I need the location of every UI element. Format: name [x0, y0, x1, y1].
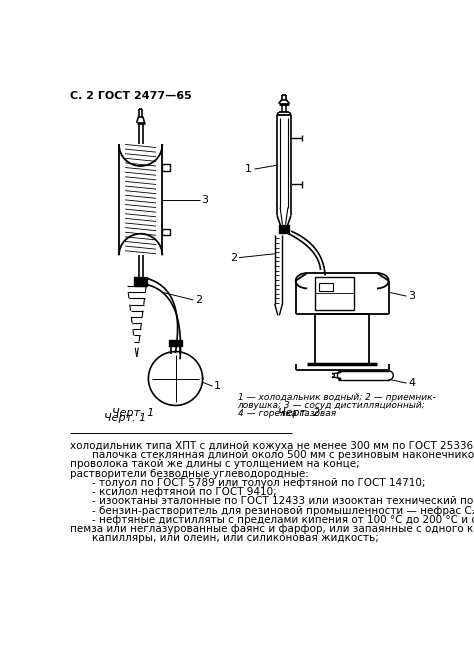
Text: 2: 2: [230, 252, 237, 262]
Text: 3: 3: [408, 291, 415, 301]
Text: 1: 1: [245, 164, 251, 174]
Bar: [315, 314, 369, 364]
Text: С. 2 ГОСТ 2477—65: С. 2 ГОСТ 2477—65: [70, 91, 192, 101]
Text: проволока такой же длины с утолщением на конце;: проволока такой же длины с утолщением на…: [70, 460, 360, 469]
Bar: [315, 277, 354, 310]
Bar: [319, 283, 333, 291]
Bar: [279, 225, 289, 233]
Text: холодильник типа ХПТ с длиной кожуха не менее 300 мм по ГОСТ 25336;: холодильник типа ХПТ с длиной кожуха не …: [70, 441, 474, 451]
Text: 2: 2: [195, 295, 202, 305]
Text: ловушка; 3 — сосуд дистилляционный;: ловушка; 3 — сосуд дистилляционный;: [237, 401, 425, 410]
Bar: [162, 164, 170, 170]
Text: - бензин-растворитель для резиновой промышленности — нефрас С₂—80/120;: - бензин-растворитель для резиновой пром…: [92, 505, 474, 515]
Text: 1 — холодальник водный; 2 — приемник-: 1 — холодальник водный; 2 — приемник-: [237, 393, 435, 402]
Text: растворители безводные углеводородные:: растворители безводные углеводородные:: [70, 468, 309, 478]
Bar: [135, 277, 147, 286]
Text: 1: 1: [214, 381, 221, 391]
Text: пемза или неглазурованные фаянс и фарфор, или запаянные с одного конца стеклянны: пемза или неглазурованные фаянс и фарфор…: [70, 524, 474, 534]
Text: 4 — горелка газовая: 4 — горелка газовая: [237, 409, 336, 417]
Bar: [162, 229, 170, 236]
Text: - толуол по ГОСТ 5789 или толуол нефтяной по ГОСТ 14710;: - толуол по ГОСТ 5789 или толуол нефтяно…: [92, 478, 425, 488]
Text: капилляры, или олеин, или силиконовая жидкость;: капилляры, или олеин, или силиконовая жи…: [92, 533, 379, 544]
Text: палочка стеклянная длиной около 500 мм с резиновым наконечником или металлическа: палочка стеклянная длиной около 500 мм с…: [92, 450, 474, 460]
Bar: [169, 340, 182, 346]
Text: Черт. 1: Черт. 1: [112, 408, 154, 418]
Text: Черт. 2: Черт. 2: [278, 408, 320, 418]
Text: Черт. 1: Черт. 1: [104, 413, 146, 423]
Text: - нефтяные дистилляты с пределами кипения от 100 °C до 200 °C и от 100 °C до 140: - нефтяные дистилляты с пределами кипени…: [92, 515, 474, 525]
Text: 3: 3: [201, 195, 208, 205]
Text: 4: 4: [408, 378, 415, 388]
Text: - ксилол нефтяной по ГОСТ 9410;: - ксилол нефтяной по ГОСТ 9410;: [92, 487, 276, 497]
Text: - изооктаны эталонные по ГОСТ 12433 или изооктан технический по ГОСТ 4095;: - изооктаны эталонные по ГОСТ 12433 или …: [92, 497, 474, 507]
